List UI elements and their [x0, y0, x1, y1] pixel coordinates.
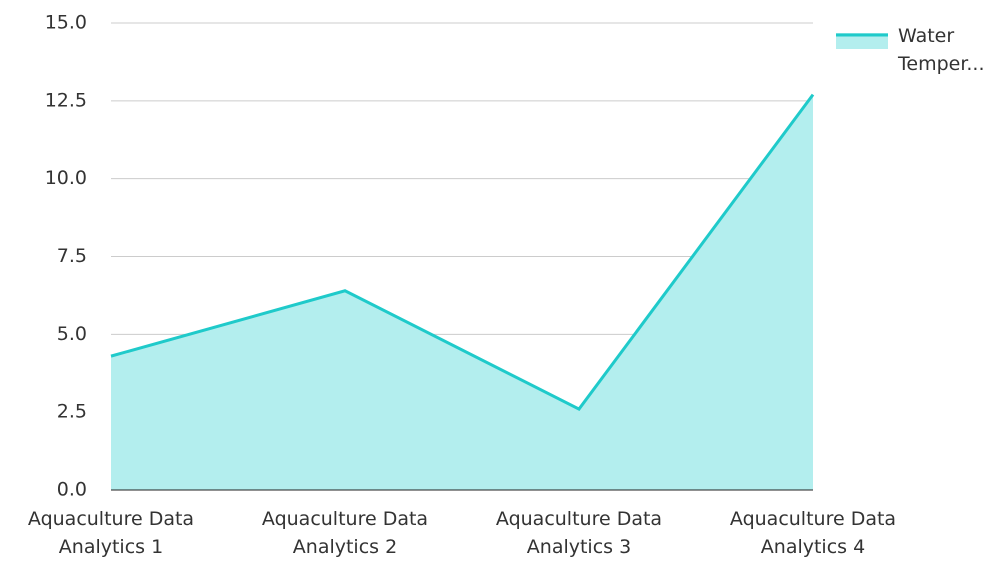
y-tick-label: 7.5 [57, 245, 87, 267]
area-line [110, 93, 815, 411]
x-tick-label: Aquaculture Data Analytics 2 [261, 508, 429, 558]
legend-label: Water Temper... [898, 25, 985, 75]
y-tick-label: 12.5 [45, 89, 87, 111]
x-tick-label: Aquaculture Data Analytics 1 [27, 508, 195, 558]
legend-swatch [836, 33, 888, 49]
x-tick-label: Aquaculture Data Analytics 4 [729, 508, 897, 558]
y-tick-label: 5.0 [57, 323, 87, 345]
y-tick-label: 0.0 [57, 479, 87, 501]
y-tick-label: 2.5 [57, 401, 87, 423]
x-tick-label: Aquaculture Data Analytics 3 [495, 508, 663, 558]
area-fill [111, 94, 813, 491]
y-tick-label: 10.0 [45, 167, 87, 189]
y-tick-label: 15.0 [45, 12, 87, 34]
